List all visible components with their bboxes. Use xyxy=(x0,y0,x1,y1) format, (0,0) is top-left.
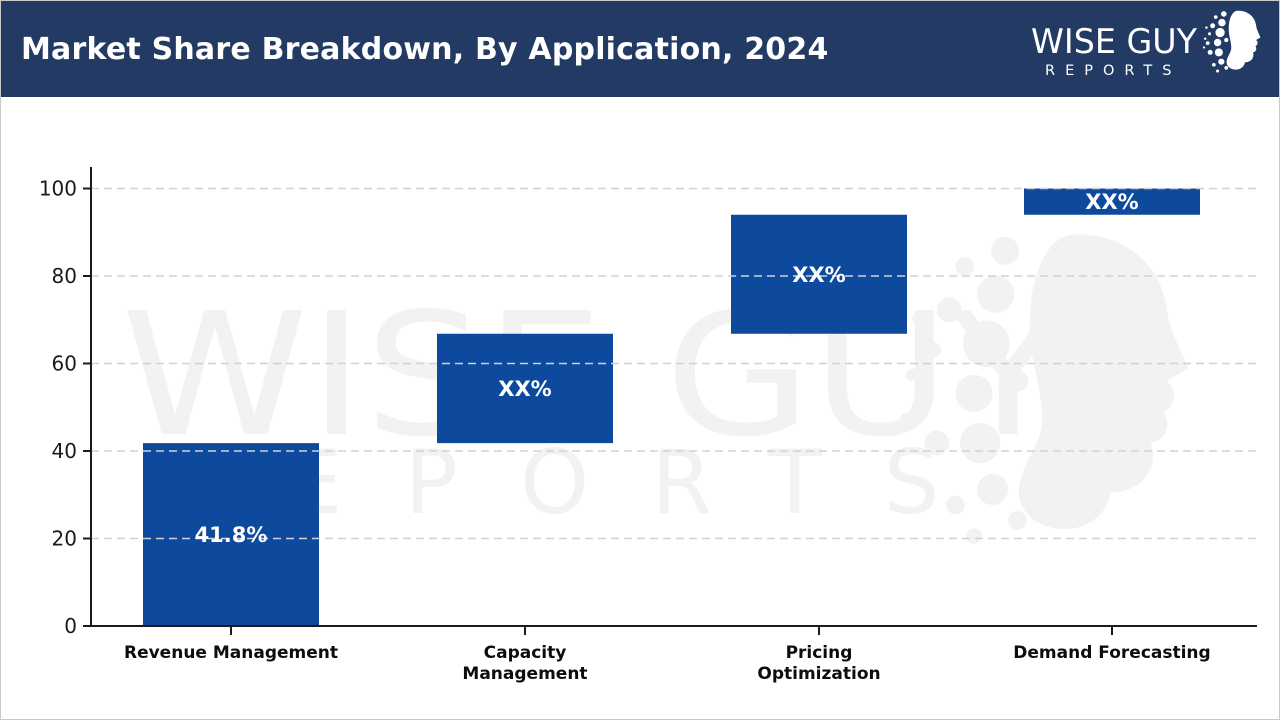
y-tick-label-100: 100 xyxy=(39,177,77,201)
y-tick-label-40: 40 xyxy=(52,439,77,463)
x-tick-label-pricing-optimization: Pricing xyxy=(786,643,853,663)
wise-guy-logo: WISE GUY REPORTS xyxy=(1031,10,1261,79)
y-tick-label-80: 80 xyxy=(52,264,77,288)
x-tick-label-capacity-management: Capacity xyxy=(484,643,567,663)
page-title: Market Share Breakdown, By Application, … xyxy=(21,31,829,67)
y-tick-label-0: 0 xyxy=(64,614,77,638)
header-bar: Market Share Breakdown, By Application, … xyxy=(1,1,1279,97)
bar-demand-forecasting xyxy=(1024,188,1200,215)
y-tick-label-20: 20 xyxy=(52,527,77,551)
x-tick-label-demand-forecasting: Demand Forecasting xyxy=(1013,643,1210,663)
logo-subtext: REPORTS xyxy=(1045,63,1181,79)
bar-label-revenue-management: 41.8% xyxy=(195,523,268,547)
logo-face-icon xyxy=(1202,10,1261,73)
bar-label-capacity-management: XX% xyxy=(498,377,551,401)
bar-label-pricing-optimization: XX% xyxy=(792,263,845,287)
bar-label-demand-forecasting: XX% xyxy=(1085,190,1138,214)
logo-wordmark: WISE GUY xyxy=(1031,22,1197,62)
bar-pricing-optimization xyxy=(731,214,907,334)
x-tick-label-capacity-management: Management xyxy=(462,664,587,684)
x-tick-label-revenue-management: Revenue Management xyxy=(124,643,338,663)
bar-capacity-management xyxy=(437,333,613,444)
chart-area: WISE GUY REPORTS 0 20 40 60 80 100 Revenue Man… xyxy=(1,97,1279,719)
y-tick-label-60: 60 xyxy=(52,352,77,376)
plot: 0 20 40 60 80 100 Revenue Management CapacityMa… xyxy=(39,167,1257,684)
bar-revenue-management xyxy=(143,443,319,626)
x-tick-label-pricing-optimization: Optimization xyxy=(757,664,880,684)
